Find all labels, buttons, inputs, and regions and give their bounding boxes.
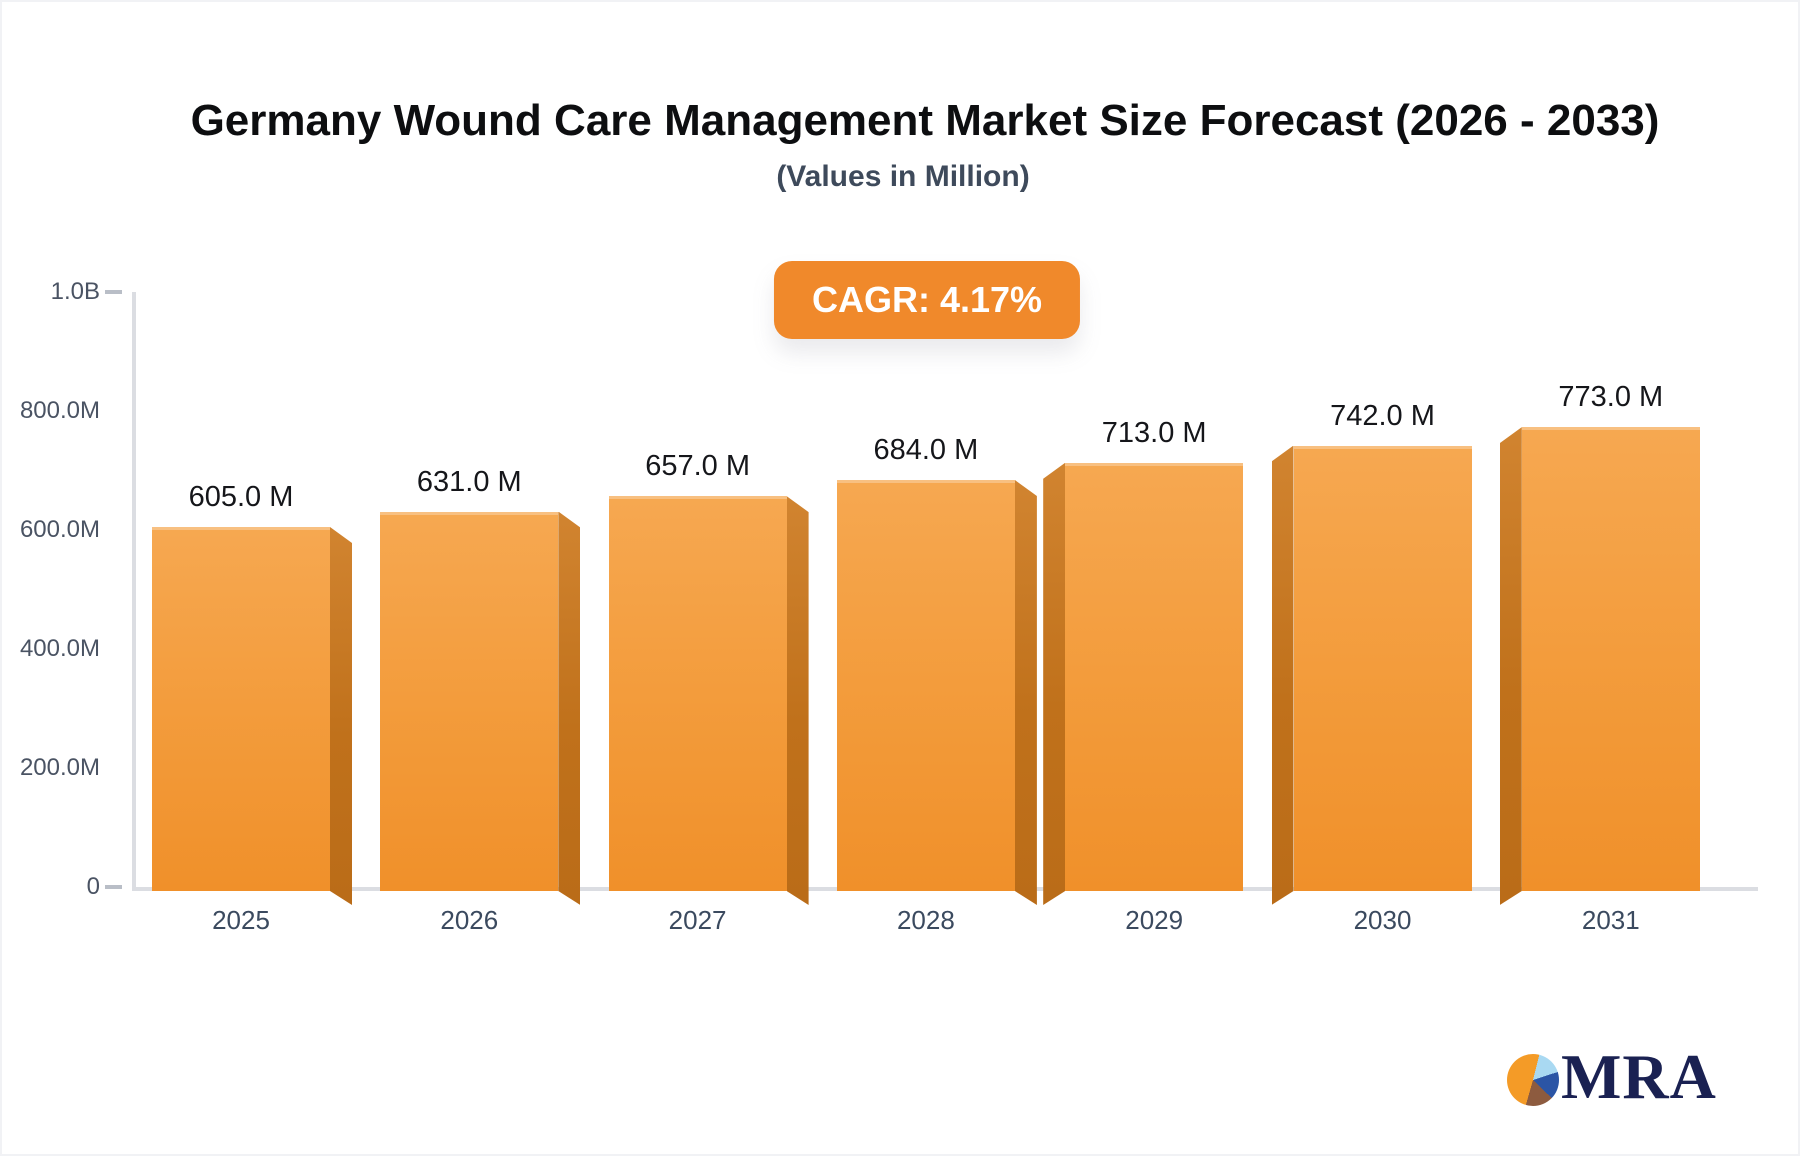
bar-value-label: 773.0 M: [1558, 381, 1664, 414]
x-axis-label: 2025: [212, 905, 270, 935]
y-axis-label: 1.0B: [50, 278, 100, 305]
bar-value-label: 742.0 M: [1330, 399, 1435, 432]
y-axis-label: 0: [86, 873, 100, 900]
bar-side-face: [1272, 446, 1294, 905]
bar-side-face: [558, 512, 580, 905]
y-axis-label: 800.0M: [19, 397, 100, 424]
bar-side-face: [1043, 463, 1065, 905]
y-axis-label: 400.0M: [19, 635, 100, 662]
y-axis-label: 600.0M: [19, 516, 100, 543]
bar-value-label: 684.0 M: [873, 434, 979, 467]
x-axis-label: 2029: [1125, 905, 1184, 935]
bar-2025[interactable]: [152, 527, 330, 891]
chart-subtitle: (Values in Million): [776, 160, 1030, 193]
bar-2029[interactable]: [1065, 462, 1244, 891]
bar-2027[interactable]: [608, 496, 787, 891]
bar-2031[interactable]: [1521, 427, 1700, 891]
y-axis-line: [132, 292, 136, 889]
x-axis-label: 2028: [896, 905, 955, 935]
bar-value-label: 657.0 M: [645, 450, 750, 483]
x-axis-label: 2026: [440, 905, 499, 935]
y-axis-tick: [105, 290, 122, 294]
chart-title: Germany Wound Care Management Market Siz…: [190, 96, 1660, 145]
bar-2030[interactable]: [1293, 445, 1472, 891]
bar-side-face: [1500, 427, 1522, 905]
x-axis-label: 2031: [1581, 905, 1640, 935]
cagr-badge: CAGR: 4.17%: [773, 261, 1081, 339]
y-axis-label: 200.0M: [19, 754, 100, 781]
bar-value-label: 605.0 M: [188, 481, 294, 514]
bar-side-face: [330, 527, 352, 905]
bar-side-face: [787, 496, 809, 905]
bar-2028[interactable]: [836, 480, 1015, 891]
y-axis-tick: [105, 885, 122, 889]
bar-side-face: [1015, 480, 1037, 905]
logo-text: MRA: [1561, 1041, 1717, 1112]
pie-chart-logo-icon: [1507, 1054, 1559, 1106]
x-axis-label: 2027: [668, 905, 727, 935]
bar-value-label: 713.0 M: [1101, 416, 1207, 449]
mra-logo: MRA: [1507, 1040, 1717, 1114]
bar-2026[interactable]: [380, 511, 559, 891]
x-axis-label: 2030: [1353, 905, 1412, 935]
bar-value-label: 631.0 M: [416, 465, 522, 498]
